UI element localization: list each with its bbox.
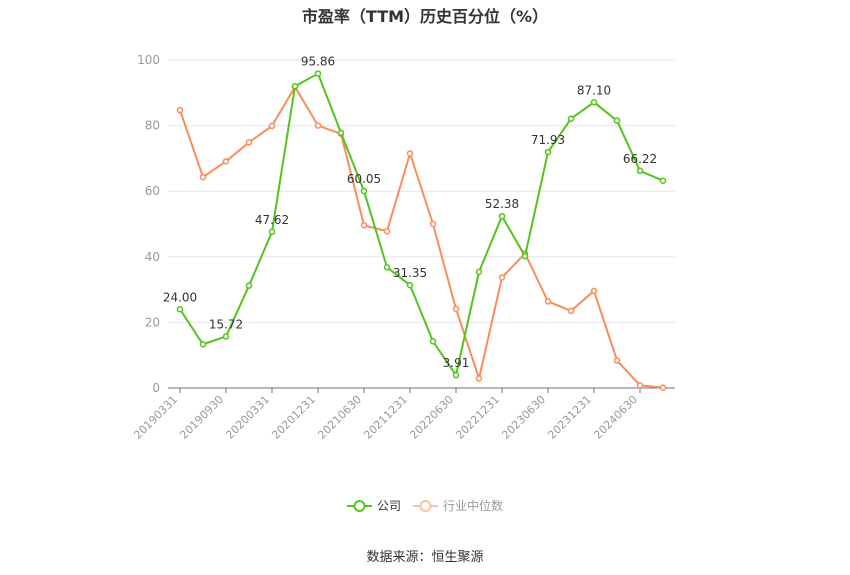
data-point[interactable] xyxy=(222,158,230,165)
data-point[interactable] xyxy=(613,117,621,124)
data-point[interactable] xyxy=(498,212,506,220)
data-point[interactable] xyxy=(544,298,552,305)
data-point[interactable] xyxy=(567,307,575,315)
data-point[interactable] xyxy=(452,305,460,313)
data-labels: 24.00 15.72 47.62 95.86 60.05 31.35 3.91 52.38 7… xyxy=(163,55,657,371)
data-label: 47.62 xyxy=(255,213,289,227)
data-label: 3.91 xyxy=(443,356,470,370)
legend-line-circle-icon xyxy=(346,499,372,512)
x-tick-label: 20200331 xyxy=(223,393,272,442)
data-label: 24.00 xyxy=(163,290,197,304)
x-tick-label: 20230630 xyxy=(499,393,548,442)
data-point[interactable] xyxy=(383,264,391,271)
data-point[interactable] xyxy=(406,150,414,157)
series-line xyxy=(179,85,664,389)
data-point[interactable] xyxy=(590,287,598,295)
data-point[interactable] xyxy=(659,177,667,184)
chart-title: 市盈率（TTM）历史百分位（%） xyxy=(301,7,549,26)
data-point[interactable] xyxy=(659,384,667,391)
data-point[interactable] xyxy=(383,227,391,235)
data-point[interactable] xyxy=(176,106,184,114)
data-label: 60.05 xyxy=(347,172,381,186)
data-point[interactable] xyxy=(176,306,184,313)
data-point[interactable] xyxy=(268,122,276,130)
y-tick-label: 20 xyxy=(145,315,160,329)
data-label: 52.38 xyxy=(485,197,519,211)
legend-item-industry-median[interactable]: 行业中位数 xyxy=(413,497,503,514)
data-label: 15.72 xyxy=(209,317,243,331)
series-line xyxy=(179,72,664,377)
data-point[interactable] xyxy=(498,274,506,281)
y-tick-label: 0 xyxy=(152,381,160,395)
data-point[interactable] xyxy=(452,371,460,379)
data-point[interactable] xyxy=(613,357,621,364)
x-tick-label: 20201231 xyxy=(269,393,318,442)
legend-label-industry-median: 行业中位数 xyxy=(443,499,504,513)
data-point[interactable] xyxy=(314,70,322,77)
x-axis: 2019033120190930202003312020123120210630… xyxy=(131,387,675,442)
data-point[interactable] xyxy=(291,82,299,90)
data-label: 71.93 xyxy=(531,133,565,147)
y-axis-labels: 0 20 40 60 80 100 xyxy=(137,53,160,395)
y-tick-label: 100 xyxy=(137,53,160,67)
data-point[interactable] xyxy=(429,338,437,345)
data-point[interactable] xyxy=(245,139,253,146)
data-label: 87.10 xyxy=(577,83,611,97)
x-tick-label: 20221231 xyxy=(453,393,502,442)
legend-line-circle-icon xyxy=(413,499,438,512)
y-tick-label: 60 xyxy=(145,184,160,198)
data-point[interactable] xyxy=(268,228,276,236)
x-tick-label: 20211231 xyxy=(361,393,410,442)
data-point[interactable] xyxy=(567,115,575,122)
data-point[interactable] xyxy=(222,333,230,340)
data-source-note: 数据来源：恒生聚源 xyxy=(366,550,484,565)
x-tick-label: 20210630 xyxy=(315,393,364,442)
data-point[interactable] xyxy=(406,281,414,289)
data-point[interactable] xyxy=(475,268,483,276)
legend: 公司 行业中位数 xyxy=(0,497,850,514)
data-label: 95.86 xyxy=(301,55,335,69)
x-tick-label: 20190930 xyxy=(177,393,226,442)
data-point[interactable] xyxy=(475,375,483,382)
legend-item-company[interactable]: 公司 xyxy=(346,497,401,514)
data-point[interactable] xyxy=(521,252,529,260)
data-point[interactable] xyxy=(636,167,644,175)
data-point[interactable] xyxy=(590,99,598,106)
data-label: 66.22 xyxy=(623,152,657,166)
legend-label-company: 公司 xyxy=(376,499,401,513)
data-label: 31.35 xyxy=(393,266,427,280)
data-point[interactable] xyxy=(360,222,368,229)
x-tick-label: 20190331 xyxy=(131,393,180,442)
y-tick-label: 40 xyxy=(145,250,160,264)
data-point[interactable] xyxy=(544,148,552,156)
data-point[interactable] xyxy=(429,220,437,228)
data-point[interactable] xyxy=(360,187,368,195)
data-point[interactable] xyxy=(245,282,253,289)
x-tick-label: 20231231 xyxy=(545,393,594,442)
series-lines xyxy=(176,70,667,391)
y-tick-label: 80 xyxy=(145,119,160,133)
data-point[interactable] xyxy=(636,382,644,389)
x-tick-label: 20220630 xyxy=(407,393,456,442)
x-tick-label: 20240630 xyxy=(591,393,640,442)
data-point[interactable] xyxy=(199,173,207,181)
data-point[interactable] xyxy=(337,129,345,137)
data-point[interactable] xyxy=(199,341,207,348)
data-point[interactable] xyxy=(314,122,322,129)
